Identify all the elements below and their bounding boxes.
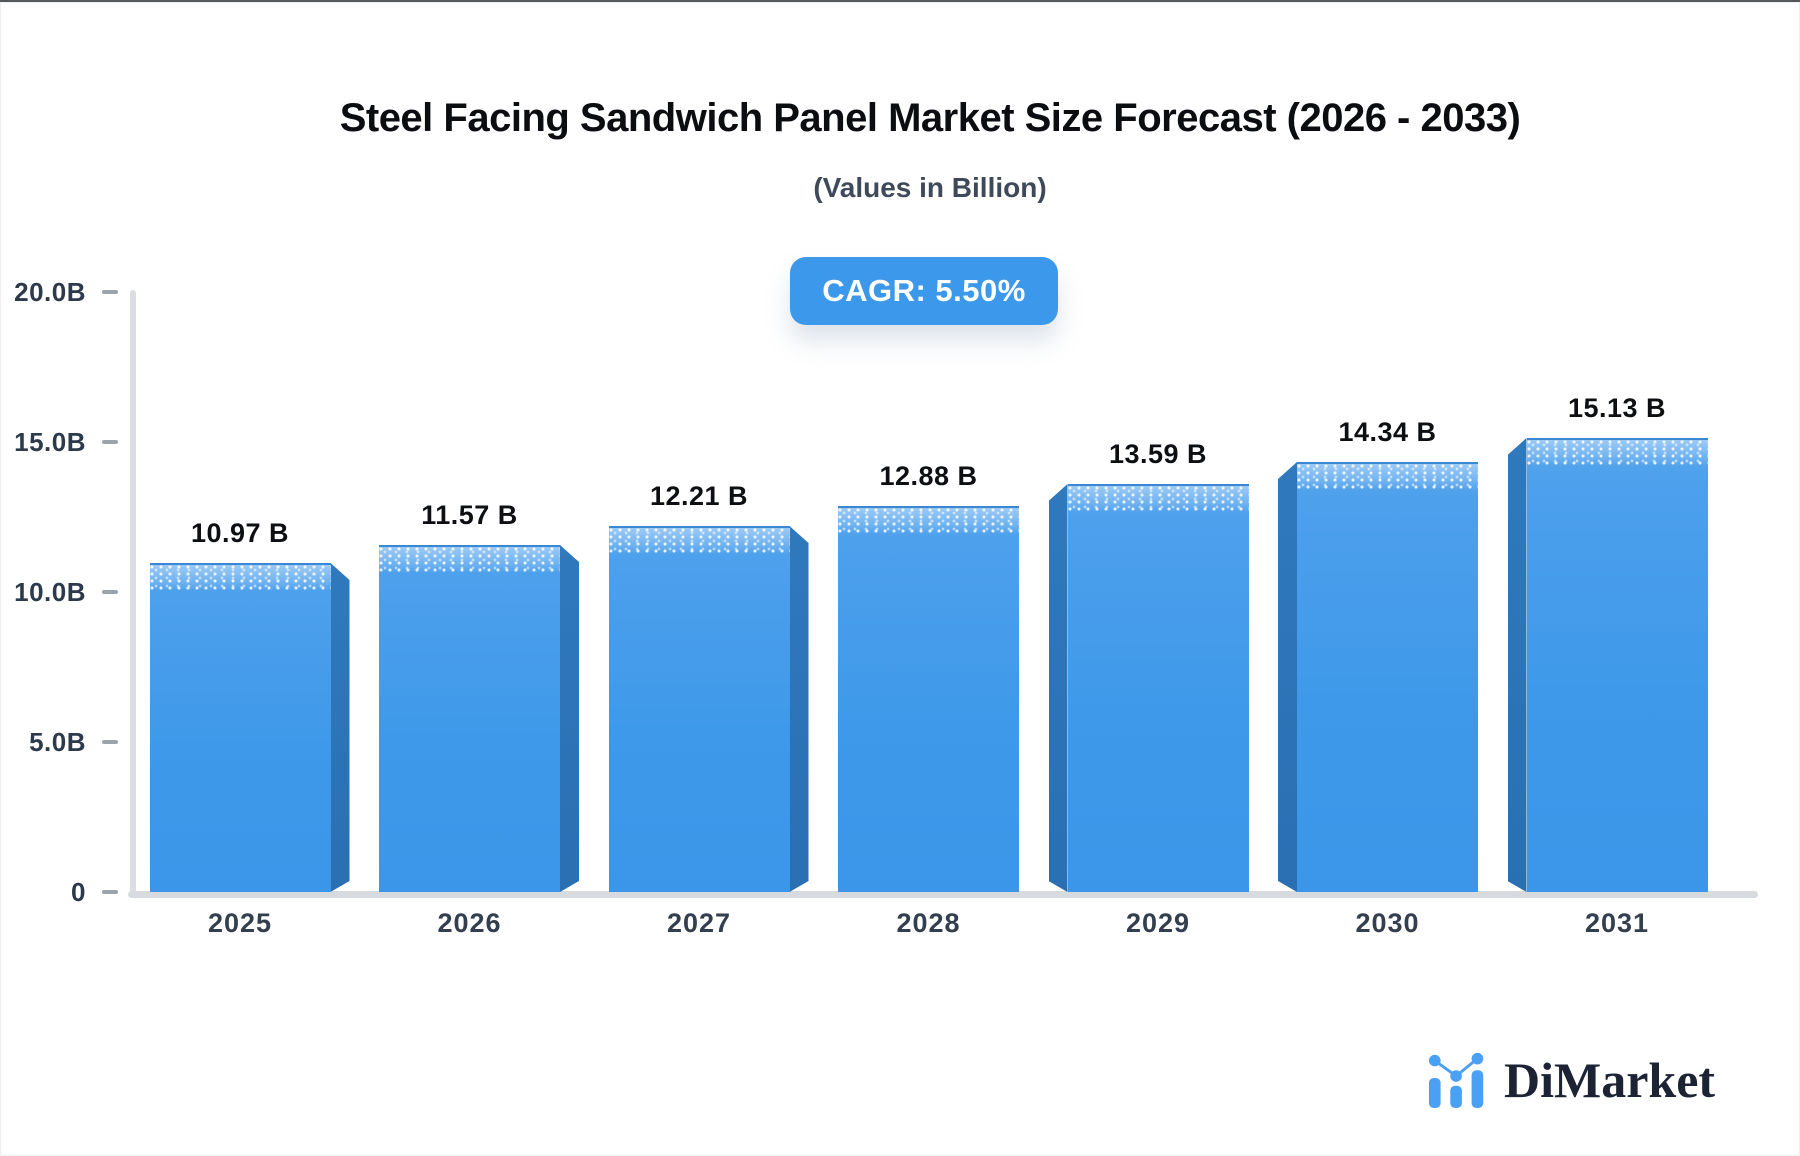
- y-axis-tick-mark: [102, 740, 118, 744]
- bar-side-face: [790, 526, 809, 892]
- bar-group: 12.21 B 2027: [608, 481, 790, 938]
- mini-bar-line-chart-icon: [1428, 1052, 1484, 1109]
- bar-group: 11.57 B 2026: [379, 500, 560, 938]
- brand-logo-text: DiMarket: [1504, 1052, 1716, 1108]
- y-axis-tick: 5.0B: [0, 727, 160, 757]
- bar-value-label: 12.88 B: [879, 461, 978, 491]
- bar-top-sheen: [1297, 464, 1478, 490]
- bar-top-sheen: [608, 528, 790, 554]
- bar-value-label: 11.57 B: [421, 500, 518, 530]
- y-axis-line: [130, 290, 136, 894]
- bar-group: 10.97 B 2025: [149, 518, 331, 938]
- y-axis-tick-label: 20.0B: [14, 277, 86, 307]
- bar-side-face: [560, 545, 579, 892]
- bar-top-sheen: [1067, 486, 1249, 512]
- y-axis-tick-label: 5.0B: [29, 727, 86, 757]
- x-axis-label: 2025: [207, 908, 273, 938]
- bar-top-sheen: [1526, 440, 1708, 466]
- chart-title: Steel Facing Sandwich Panel Market Size …: [339, 96, 1521, 140]
- chart-subtitle: (Values in Billion): [813, 172, 1047, 203]
- y-axis-tick: 20.0B: [0, 277, 160, 307]
- bar-front-face: [1526, 438, 1708, 892]
- bar-group: 15.13 B 2031: [1526, 393, 1708, 938]
- y-axis-tick-mark: [102, 290, 118, 294]
- bar-front-face: [149, 563, 331, 892]
- y-axis-tick: 10.0B: [0, 577, 160, 607]
- x-axis-label: 2026: [437, 908, 502, 938]
- bar-side-face: [1049, 484, 1068, 892]
- y-axis-tick-mark: [102, 890, 118, 894]
- bar-side-face: [331, 563, 350, 892]
- y-axis-tick: 0: [0, 877, 160, 907]
- y-axis-tick: 15.0B: [0, 427, 160, 457]
- x-axis-baseline: [128, 891, 1758, 898]
- x-axis-label: 2027: [666, 908, 732, 938]
- bar-value-label: 14.34 B: [1338, 417, 1437, 447]
- y-axis-tick-label: 10.0B: [14, 577, 86, 607]
- bar-front-face: [608, 526, 790, 892]
- bar-top-sheen: [838, 508, 1019, 534]
- bar-group: 13.59 B 2029: [1067, 439, 1249, 938]
- bar-value-label: 15.13 B: [1567, 393, 1667, 423]
- x-axis-label: 2031: [1584, 908, 1650, 938]
- y-axis-tick-label: 15.0B: [14, 427, 86, 457]
- x-axis-label: 2030: [1355, 908, 1420, 938]
- cagr-badge: CAGR: 5.50%: [790, 257, 1058, 325]
- bar-top-sheen: [379, 547, 560, 573]
- bar-side-face: [1278, 462, 1297, 892]
- y-axis-tick-label: 0: [71, 877, 86, 907]
- bar-value-label: 13.59 B: [1108, 439, 1208, 469]
- bar-front-face: [1067, 484, 1249, 892]
- x-axis-label: 2029: [1125, 908, 1191, 938]
- bar-front-face: [1297, 462, 1478, 892]
- bar-group: 14.34 B 2030: [1297, 417, 1478, 938]
- x-axis-label: 2028: [896, 908, 961, 938]
- bar-group: 12.88 B 2028: [838, 461, 1019, 938]
- bar-front-face: [838, 506, 1019, 892]
- brand-logo: DiMarket: [1428, 1038, 1715, 1110]
- bar-value-label: 10.97 B: [190, 518, 290, 548]
- bar-front-face: [379, 545, 560, 892]
- y-axis-tick-mark: [102, 590, 118, 594]
- bar-value-label: 12.21 B: [649, 481, 749, 511]
- bar-side-face: [1508, 438, 1527, 892]
- y-axis-tick-mark: [102, 440, 118, 444]
- bar-top-sheen: [149, 565, 331, 591]
